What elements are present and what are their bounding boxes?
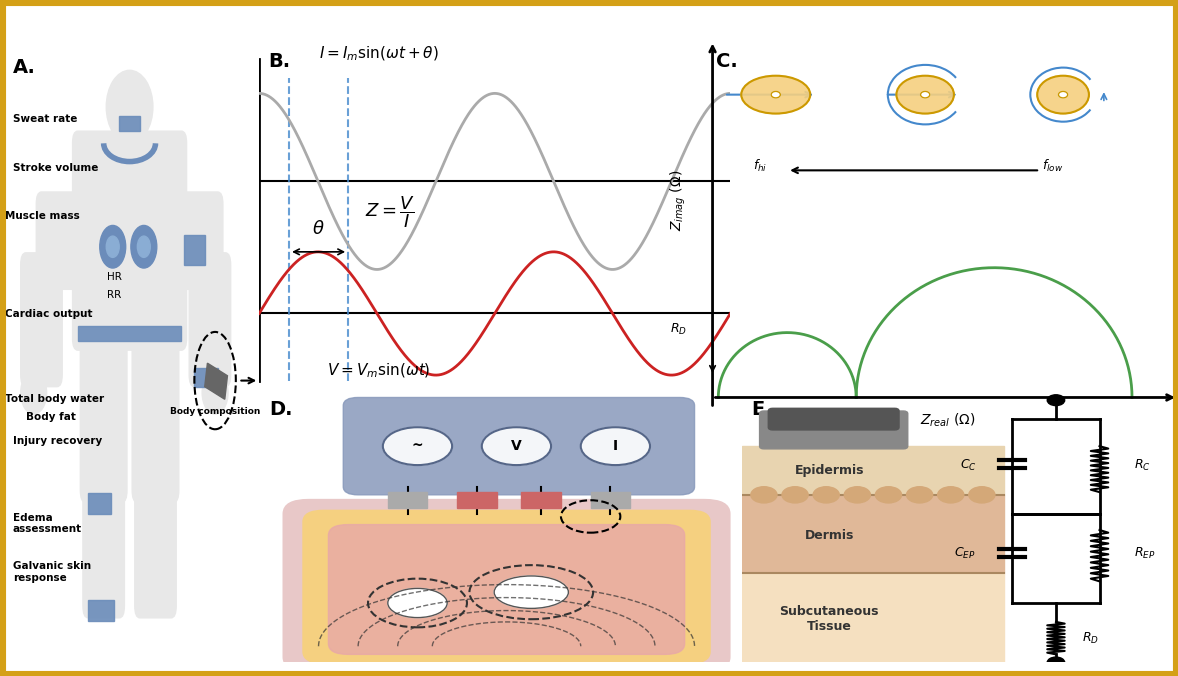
FancyBboxPatch shape <box>190 253 231 387</box>
Ellipse shape <box>741 76 810 114</box>
Text: RR: RR <box>107 291 121 300</box>
Bar <box>194 368 218 387</box>
FancyBboxPatch shape <box>82 472 125 618</box>
Bar <box>78 326 181 341</box>
Ellipse shape <box>203 372 229 414</box>
Text: Cardiac output: Cardiac output <box>5 309 93 318</box>
Ellipse shape <box>388 588 448 618</box>
Ellipse shape <box>106 236 119 258</box>
Bar <box>184 235 205 265</box>
Circle shape <box>383 427 452 465</box>
Text: Edema
assessment: Edema assessment <box>13 513 82 534</box>
FancyBboxPatch shape <box>134 472 177 618</box>
Text: $V = V_m\sin(\omega t)$: $V = V_m\sin(\omega t)$ <box>327 362 431 380</box>
FancyBboxPatch shape <box>768 408 899 430</box>
Ellipse shape <box>772 91 780 98</box>
Text: ~: ~ <box>411 439 423 453</box>
FancyBboxPatch shape <box>37 192 82 289</box>
Text: $f_{hi}$: $f_{hi}$ <box>753 158 767 174</box>
Ellipse shape <box>495 576 568 608</box>
Bar <box>88 600 114 621</box>
Text: C.: C. <box>716 52 737 71</box>
Text: Body composition: Body composition <box>170 406 260 416</box>
Text: Injury recovery: Injury recovery <box>13 437 102 446</box>
Ellipse shape <box>131 225 157 268</box>
Text: Total body water: Total body water <box>5 394 105 404</box>
Text: Dermis: Dermis <box>805 529 854 542</box>
Ellipse shape <box>845 487 871 503</box>
Text: $R_D$: $R_D$ <box>669 322 687 337</box>
Text: Galvanic skin
response: Galvanic skin response <box>13 562 91 583</box>
FancyBboxPatch shape <box>343 397 695 495</box>
Text: $R_D$: $R_D$ <box>1083 631 1099 646</box>
Ellipse shape <box>1037 76 1088 114</box>
Circle shape <box>1047 395 1065 406</box>
Ellipse shape <box>968 487 995 503</box>
Text: Stroke volume: Stroke volume <box>13 163 98 172</box>
Text: I: I <box>613 439 618 453</box>
Text: HR: HR <box>106 272 121 282</box>
Text: $Z_{real}\ (\Omega)$: $Z_{real}\ (\Omega)$ <box>920 412 975 429</box>
Text: Epidermis: Epidermis <box>795 464 863 477</box>
Text: V: V <box>511 439 522 453</box>
Ellipse shape <box>138 236 151 258</box>
Ellipse shape <box>106 70 153 143</box>
Text: $f_{low}$: $f_{low}$ <box>1041 158 1063 174</box>
Bar <box>119 116 140 131</box>
Ellipse shape <box>938 487 964 503</box>
FancyBboxPatch shape <box>304 511 709 662</box>
Text: B.: B. <box>269 52 291 71</box>
FancyBboxPatch shape <box>177 192 223 289</box>
Ellipse shape <box>875 487 901 503</box>
Text: Body fat: Body fat <box>26 412 75 422</box>
Bar <box>119 119 140 143</box>
Bar <box>205 363 227 400</box>
Text: $R_{EP}$: $R_{EP}$ <box>1134 546 1156 560</box>
Ellipse shape <box>896 76 954 114</box>
Text: Subcutaneous
Tissue: Subcutaneous Tissue <box>780 605 879 633</box>
Ellipse shape <box>920 91 929 98</box>
Text: $Z = \dfrac{V}{I}$: $Z = \dfrac{V}{I}$ <box>365 194 416 230</box>
Text: $C_{EP}$: $C_{EP}$ <box>954 546 975 560</box>
FancyBboxPatch shape <box>760 411 908 449</box>
Bar <box>742 495 1004 573</box>
FancyBboxPatch shape <box>80 320 127 502</box>
Text: $R_C$: $R_C$ <box>1134 458 1151 473</box>
Ellipse shape <box>1059 91 1067 98</box>
Ellipse shape <box>907 487 933 503</box>
FancyBboxPatch shape <box>21 253 62 387</box>
Text: A.: A. <box>13 58 35 77</box>
Circle shape <box>482 427 551 465</box>
Ellipse shape <box>21 372 47 414</box>
Bar <box>457 492 497 508</box>
Bar <box>88 493 112 514</box>
Text: Sweat rate: Sweat rate <box>13 114 78 124</box>
Text: $\theta$: $\theta$ <box>312 220 325 238</box>
Ellipse shape <box>813 487 839 503</box>
Ellipse shape <box>100 225 126 268</box>
Text: D.: D. <box>269 400 292 419</box>
FancyBboxPatch shape <box>329 525 684 654</box>
Text: $C_C$: $C_C$ <box>960 458 978 473</box>
Bar <box>742 573 1004 662</box>
Ellipse shape <box>782 487 808 503</box>
Circle shape <box>1047 657 1065 668</box>
Bar <box>522 492 561 508</box>
Circle shape <box>581 427 650 465</box>
FancyBboxPatch shape <box>284 500 729 671</box>
Bar <box>590 492 630 508</box>
FancyBboxPatch shape <box>73 131 186 350</box>
Bar <box>388 492 428 508</box>
Text: E.: E. <box>750 400 772 419</box>
Bar <box>742 446 1004 495</box>
Text: $Z_{imag}\ (\Omega)$: $Z_{imag}\ (\Omega)$ <box>668 170 688 231</box>
Ellipse shape <box>750 487 777 503</box>
Text: Muscle mass: Muscle mass <box>5 212 80 221</box>
Text: $I = I_m\sin(\omega t + \theta)$: $I = I_m\sin(\omega t + \theta)$ <box>319 45 439 63</box>
FancyBboxPatch shape <box>132 320 179 502</box>
